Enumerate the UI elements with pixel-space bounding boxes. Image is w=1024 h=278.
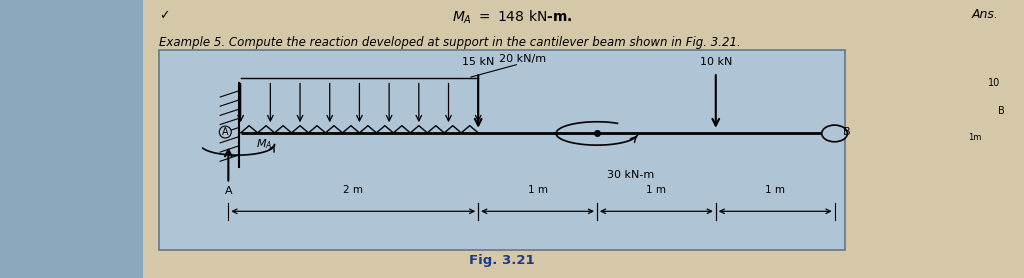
Text: 10 kN: 10 kN bbox=[699, 57, 732, 67]
Text: Ans.: Ans. bbox=[972, 8, 998, 21]
Text: 10: 10 bbox=[988, 78, 1000, 88]
Text: B: B bbox=[998, 106, 1006, 116]
Text: B: B bbox=[843, 127, 850, 137]
Text: Example 5. Compute the reaction developed at support in the cantilever beam show: Example 5. Compute the reaction develope… bbox=[159, 36, 740, 49]
Text: $M_A$: $M_A$ bbox=[256, 137, 272, 151]
Text: 1 m: 1 m bbox=[765, 185, 785, 195]
Bar bbox=[0, 0, 143, 278]
Text: A: A bbox=[224, 186, 232, 196]
Text: 1 m: 1 m bbox=[527, 185, 548, 195]
Ellipse shape bbox=[821, 125, 847, 142]
Text: Fig. 3.21: Fig. 3.21 bbox=[469, 254, 535, 267]
Text: 15 kN: 15 kN bbox=[462, 57, 495, 67]
Text: 2 m: 2 m bbox=[343, 185, 364, 195]
Text: 1m: 1m bbox=[968, 133, 981, 142]
Text: 20 kN/m: 20 kN/m bbox=[499, 54, 546, 64]
Text: $M_A\ =\ 148\ \mathrm{kN}$-m.: $M_A\ =\ 148\ \mathrm{kN}$-m. bbox=[452, 8, 572, 26]
Text: A: A bbox=[222, 127, 228, 137]
Text: 30 kN-m: 30 kN-m bbox=[607, 170, 654, 180]
Text: $\checkmark$: $\checkmark$ bbox=[159, 8, 169, 21]
FancyBboxPatch shape bbox=[159, 50, 845, 250]
Text: 1 m: 1 m bbox=[646, 185, 667, 195]
